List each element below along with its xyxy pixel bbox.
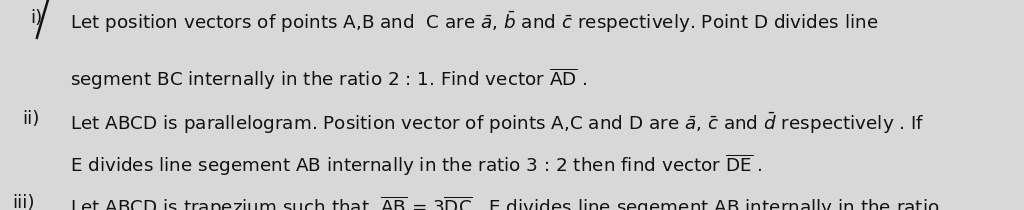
Text: iii): iii) [12, 194, 35, 210]
Text: Let position vectors of points A,B and  C are $\bar{a}$, $\bar{b}$ and $\bar{c}$: Let position vectors of points A,B and C… [70, 9, 878, 35]
Text: ii): ii) [23, 110, 40, 128]
Text: segment BC internally in the ratio 2 : 1. Find vector $\overline{\mathrm{AD}}$ .: segment BC internally in the ratio 2 : 1… [70, 66, 587, 92]
Text: i): i) [31, 9, 43, 28]
Text: Let ABCD is trapezium such that  $\overline{\mathrm{AB}}$ = 3$\overline{\mathrm{: Let ABCD is trapezium such that $\overli… [70, 194, 939, 210]
Text: Let ABCD is parallelogram. Position vector of points A,C and D are $\bar{a}$, $\: Let ABCD is parallelogram. Position vect… [70, 110, 925, 136]
Text: E divides line segement AB internally in the ratio 3 : 2 then find vector $\over: E divides line segement AB internally in… [70, 152, 763, 178]
